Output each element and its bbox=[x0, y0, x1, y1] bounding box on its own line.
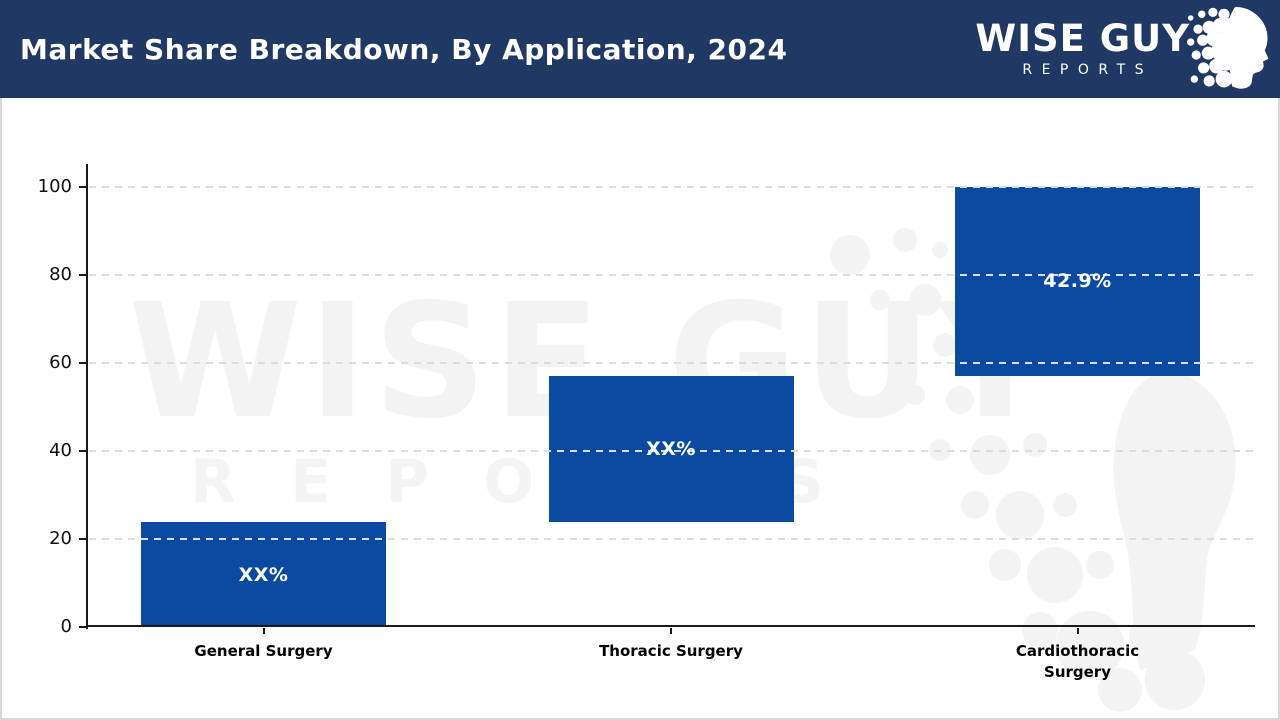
gridline-40 bbox=[89, 450, 1255, 452]
bar-value-label-0: XX% bbox=[238, 563, 289, 586]
logo-subtitle: REPORTS bbox=[1022, 62, 1154, 78]
watermark-face-dots-icon bbox=[830, 228, 1236, 712]
y-tick-label-20: 20 bbox=[49, 528, 72, 549]
y-tick-mark-60 bbox=[79, 362, 87, 364]
y-tick-mark-80 bbox=[79, 274, 87, 276]
x-category-label-2: Cardiothoracic Surgery bbox=[1015, 642, 1140, 681]
bar-value-label-1: XX% bbox=[646, 438, 696, 460]
bar-2 bbox=[955, 187, 1200, 376]
y-tick-label-0: 0 bbox=[60, 616, 72, 637]
logo-wordmark: WISE GUY bbox=[975, 17, 1190, 60]
page-border-right bbox=[1278, 98, 1280, 720]
gridline-80 bbox=[89, 274, 1255, 276]
bar-1 bbox=[548, 375, 794, 523]
y-tick-mark-100 bbox=[79, 186, 87, 188]
header-bar: Market Share Breakdown, By Application, … bbox=[0, 0, 1280, 98]
y-tick-label-100: 100 bbox=[37, 176, 72, 197]
x-category-label-0: General Surgery bbox=[194, 642, 333, 660]
y-tick-label-60: 60 bbox=[49, 352, 72, 373]
logo-text: WISE GUY REPORTS bbox=[975, 19, 1190, 79]
logo-face-icon bbox=[1186, 6, 1269, 89]
bar-value-label-2: 42.9% bbox=[1043, 270, 1112, 293]
x-tick-mark-0 bbox=[262, 628, 265, 634]
page-border-left bbox=[0, 98, 2, 720]
gridline-100 bbox=[89, 186, 1255, 188]
gridline-20 bbox=[89, 538, 1255, 540]
page-border-bottom bbox=[0, 718, 1280, 720]
x-category-label-1: Thoracic Surgery bbox=[599, 642, 743, 660]
wiseguy-logo: WISE GUY REPORTS bbox=[975, 5, 1272, 93]
y-tick-mark-0 bbox=[79, 626, 87, 628]
y-axis-line bbox=[86, 164, 88, 629]
y-tick-label-80: 80 bbox=[49, 264, 72, 285]
gridline-60 bbox=[89, 362, 1255, 364]
y-tick-label-40: 40 bbox=[49, 440, 72, 461]
x-tick-mark-2 bbox=[1076, 628, 1079, 634]
y-tick-mark-40 bbox=[79, 450, 87, 452]
x-axis-line bbox=[86, 625, 1255, 627]
chart-title: Market Share Breakdown, By Application, … bbox=[20, 32, 788, 66]
x-tick-mark-1 bbox=[670, 628, 672, 634]
y-tick-mark-20 bbox=[79, 538, 87, 540]
